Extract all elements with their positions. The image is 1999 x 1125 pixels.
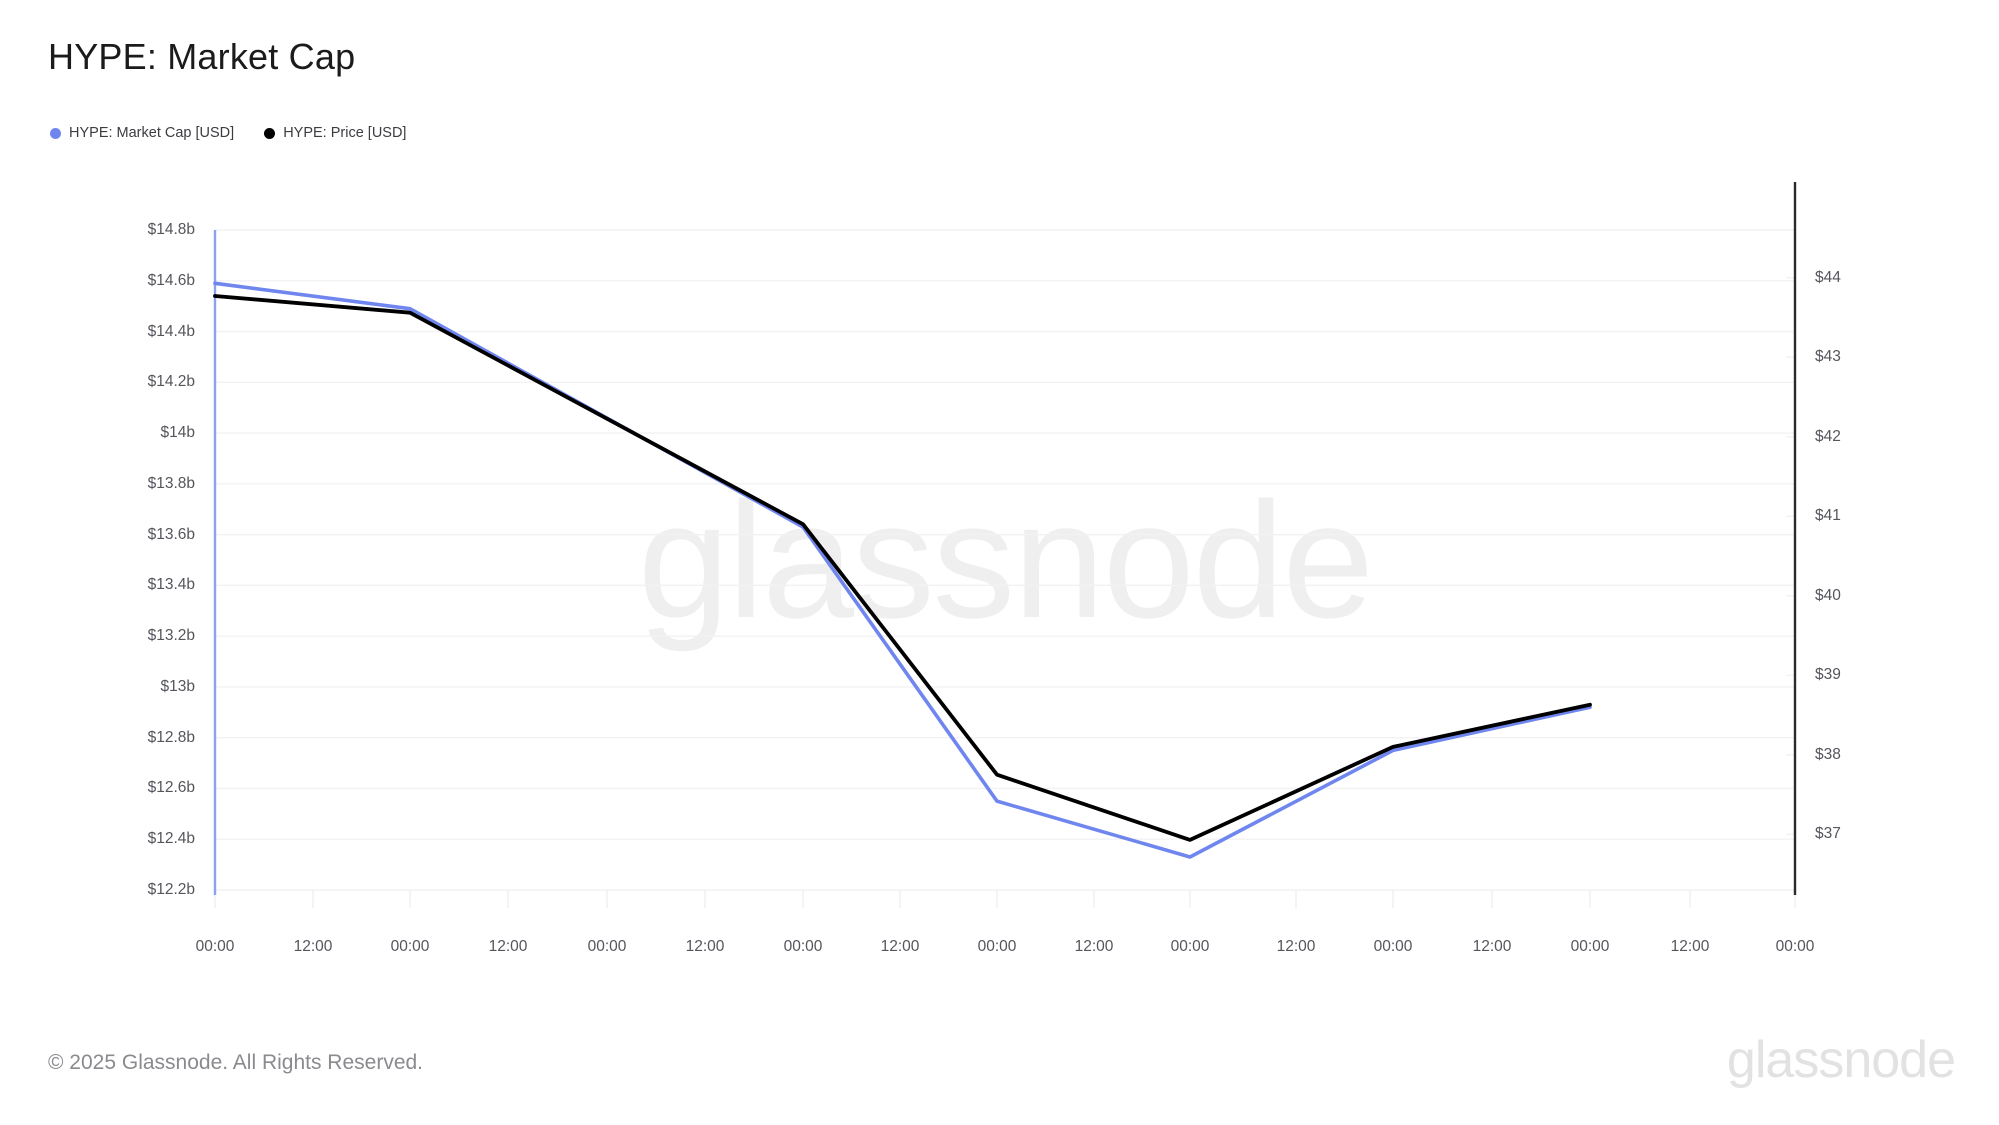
x-axis-tick-label: 12:00 [685, 938, 725, 955]
page-title: HYPE: Market Cap [48, 36, 356, 77]
y-axis-right-tick-label: $43 [1815, 348, 1841, 366]
y-axis-left-tick-label: $12.4b [147, 830, 195, 848]
y-axis-right-tick-label: $39 [1815, 666, 1841, 684]
legend-item-market-cap[interactable]: HYPE: Market Cap [USD] [50, 125, 234, 141]
x-axis-tick-label: 00:00 [783, 938, 823, 955]
y-axis-left-tick-label: $14.6b [147, 271, 195, 289]
legend-label-price: HYPE: Price [USD] [283, 125, 407, 141]
y-axis-left-tick-label: $12.6b [147, 779, 195, 797]
y-axis-left-tick-label: $14b [160, 424, 195, 442]
x-axis-tick-label: 00:00 [1775, 938, 1815, 955]
footer-copyright: © 2025 Glassnode. All Rights Reserved. [48, 1051, 424, 1074]
y-axis-left-tick-label: $13.8b [147, 474, 195, 492]
x-axis-tick-label: 12:00 [1472, 938, 1512, 955]
y-axis-left-tick-label: $13.4b [147, 576, 195, 594]
x-axis-tick-label: 12:00 [1074, 938, 1114, 955]
y-axis-left-tick-label: $13b [160, 677, 195, 695]
x-axis-tick-label: 12:00 [488, 938, 528, 955]
y-axis-right-tick-label: $42 [1815, 427, 1841, 445]
y-axis-left-tick-label: $14.2b [147, 373, 195, 391]
y-axis-right-tick-label: $44 [1815, 268, 1841, 286]
x-axis-tick-label: 00:00 [195, 938, 235, 955]
y-axis-right-tick-label: $40 [1815, 586, 1841, 604]
x-axis-tick-label: 12:00 [880, 938, 920, 955]
x-axis-tick-label: 00:00 [587, 938, 627, 955]
y-axis-left-tick-label: $12.2b [147, 881, 195, 898]
circle-dot-icon [50, 127, 61, 139]
x-axis-tick-label: 00:00 [1373, 938, 1413, 955]
circle-dot-icon [264, 127, 276, 139]
y-axis-left-tick-label: $14.4b [147, 322, 195, 340]
chart-legend: HYPE: Market Cap [USD] HYPE: Price [USD] [50, 124, 406, 142]
x-axis-tick-label: 12:00 [293, 938, 333, 955]
y-axis-right-tick-label: $38 [1815, 745, 1841, 763]
legend-item-price[interactable]: HYPE: Price [USD] [264, 125, 406, 141]
x-axis-tick-label: 00:00 [1170, 938, 1210, 955]
x-axis-tick-label: 00:00 [1570, 938, 1610, 955]
y-axis-left-tick-label: $13.6b [147, 525, 195, 543]
x-axis-tick-label: 00:00 [977, 938, 1017, 955]
x-axis-tick-label: 00:00 [390, 938, 430, 955]
y-axis-left-tick-label: $13.2b [147, 627, 195, 645]
footer-logo-glassnode: glassnode [1726, 1031, 1956, 1089]
y-axis-left-tick-label: $14.8b [147, 221, 195, 238]
watermark-glassnode: glassnode [637, 467, 1374, 652]
x-axis-tick-label: 12:00 [1670, 938, 1710, 955]
y-axis-left-tick-label: $12.8b [147, 728, 195, 746]
y-axis-right-tick-label: $41 [1815, 507, 1841, 525]
y-axis-right-tick-label: $37 [1815, 825, 1841, 843]
legend-label-market-cap: HYPE: Market Cap [USD] [69, 125, 235, 141]
x-axis-tick-label: 12:00 [1276, 938, 1316, 955]
